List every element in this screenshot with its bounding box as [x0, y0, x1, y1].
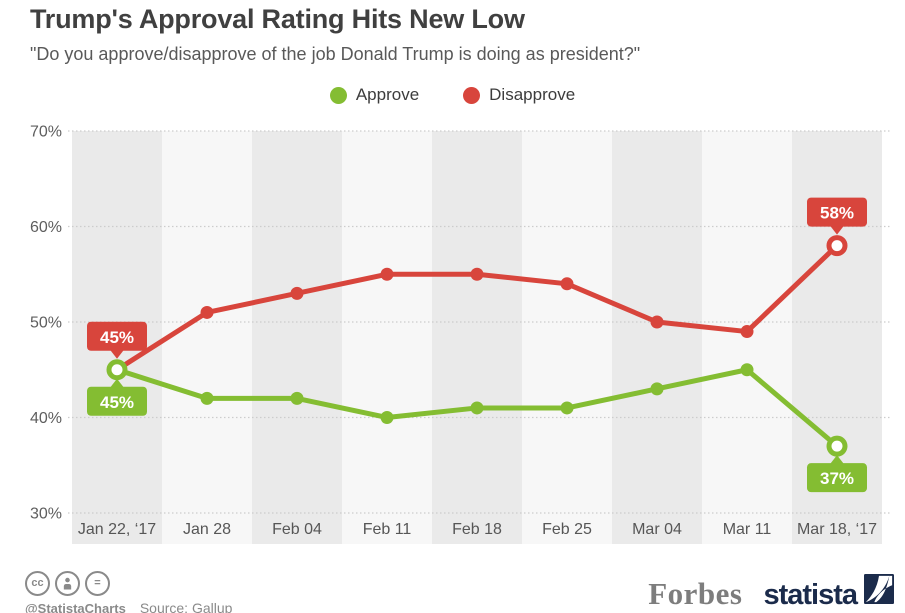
callout-tail — [110, 378, 124, 388]
chart-title: Trump's Approval Rating Hits New Low — [30, 4, 525, 34]
approve-marker — [200, 391, 214, 405]
disapprove-marker — [380, 267, 394, 281]
y-tick-label: 50% — [30, 315, 62, 332]
callout-label: 45% — [100, 393, 134, 412]
callout-tail — [110, 349, 124, 359]
source-label: Source: Gallup — [139, 600, 233, 613]
callout-label: 45% — [100, 328, 134, 347]
person-glyph — [63, 577, 72, 590]
disapprove-marker — [200, 305, 214, 319]
approve-open-marker — [826, 435, 848, 457]
x-tick-label: Mar 04 — [632, 521, 682, 538]
statista-logo: statista — [763, 574, 894, 612]
legend-item-approve: Approve — [329, 85, 420, 105]
disapprove-marker — [470, 267, 484, 281]
callout-box — [807, 463, 867, 493]
legend-item-disapprove: Disapprove — [463, 85, 575, 105]
equals-icon: = — [85, 571, 110, 596]
column-band — [342, 131, 432, 544]
disapprove-open-marker — [826, 235, 848, 257]
disapprove-legend-label: Disapprove — [489, 85, 576, 104]
x-tick-label: Feb 25 — [542, 521, 592, 538]
cc-license-icons: cc = — [25, 571, 232, 596]
approve-legend-label: Approve — [355, 85, 420, 104]
y-tick-label: 60% — [30, 219, 62, 236]
chart-subtitle: "Do you approve/disapprove of the job Do… — [30, 44, 641, 64]
legend: Approve Disapprove — [0, 85, 905, 105]
statista-mark-icon — [864, 574, 894, 604]
statista-handle: @StatistaCharts — [25, 601, 126, 613]
callout-label: 58% — [820, 204, 854, 223]
disapprove-marker — [740, 325, 754, 339]
approve-marker — [380, 411, 394, 424]
brand-logos: Forbes statista — [648, 574, 894, 612]
column-band — [612, 131, 702, 544]
y-tick-label: 30% — [30, 506, 62, 523]
x-tick-label: Jan 28 — [183, 521, 231, 538]
x-tick-label: Mar 18, ‘17 — [797, 521, 877, 538]
approve-open-marker — [106, 359, 128, 381]
approve-marker — [650, 382, 664, 396]
callout-box — [87, 321, 147, 351]
x-tick-label: Jan 22, ‘17 — [78, 521, 156, 538]
cc-icon: cc — [25, 571, 50, 596]
approve-marker — [290, 391, 304, 405]
callout-label: 37% — [820, 469, 854, 488]
y-tick-label: 40% — [30, 410, 62, 427]
disapprove-legend-dot — [463, 86, 481, 104]
column-band — [162, 131, 252, 544]
forbes-logo: Forbes — [648, 576, 743, 611]
callout-tail — [830, 225, 844, 235]
approval-line-chart: 30% 40% 50% 60% 70% Jan 22, ‘17 Jan 28 Feb 04 Fe… — [30, 124, 890, 544]
x-tick-label: Feb 11 — [363, 521, 412, 538]
x-tick-label: Feb 18 — [452, 521, 502, 538]
approve-marker — [470, 401, 484, 415]
callout-box — [87, 386, 147, 416]
disapprove-marker — [560, 277, 574, 291]
statista-wordmark: statista — [763, 579, 858, 611]
approve-marker — [740, 363, 754, 377]
license-block: cc = @StatistaCharts Source: Gallup — [25, 571, 232, 613]
approve-marker — [560, 401, 574, 415]
x-tick-label: Feb 04 — [272, 521, 322, 538]
column-band — [252, 131, 342, 544]
callout-box — [807, 197, 867, 227]
column-band — [432, 131, 522, 544]
disapprove-marker — [290, 286, 304, 300]
credit-row: @StatistaCharts Source: Gallup — [25, 600, 232, 613]
disapprove-marker — [650, 315, 664, 329]
attribution-person-icon — [55, 571, 80, 596]
approve-legend-dot — [329, 86, 347, 104]
callout-tail — [830, 455, 844, 465]
x-tick-label: Mar 11 — [723, 521, 772, 538]
y-tick-label: 70% — [30, 124, 62, 141]
column-band — [522, 131, 612, 544]
